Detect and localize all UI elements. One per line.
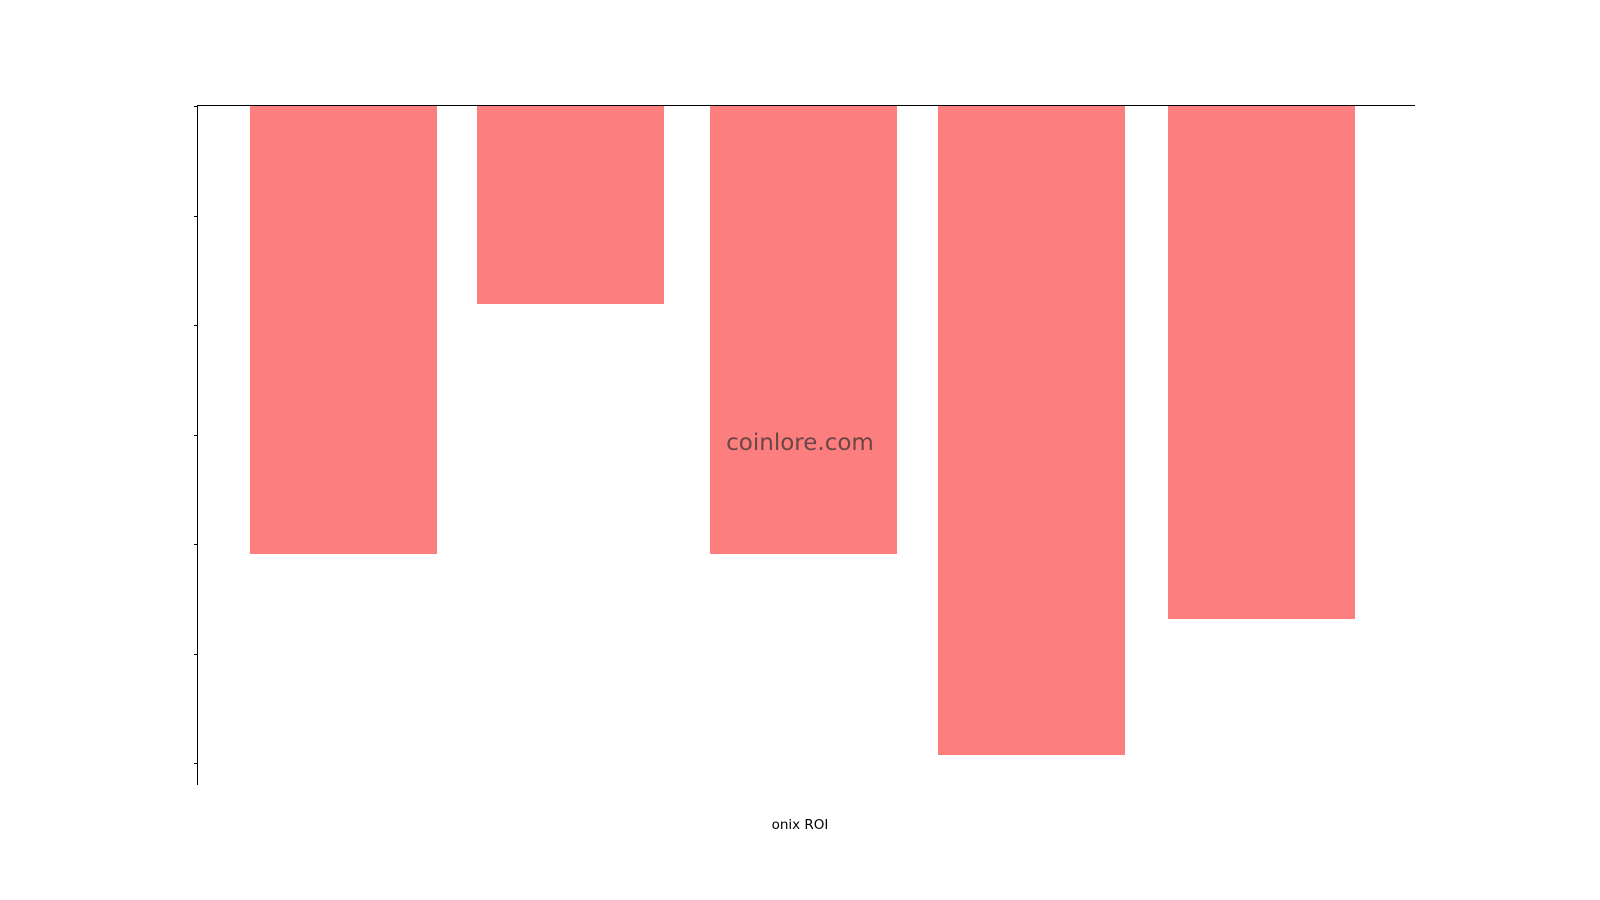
y-axis-tick [194, 215, 198, 217]
bar [1168, 106, 1355, 619]
plot-area: 0−10−20−30−40−50−60 [194, 105, 1415, 785]
bar [938, 106, 1125, 756]
y-axis-tick [194, 763, 198, 765]
bar [250, 106, 437, 554]
zero-baseline-axis [197, 105, 1415, 106]
y-axis-spine [197, 106, 198, 785]
y-axis-tick [194, 106, 198, 107]
y-axis-tick [194, 434, 198, 436]
bar [710, 106, 897, 554]
y-axis-tick [194, 325, 198, 327]
y-axis-tick [194, 653, 198, 655]
x-axis-label: onix ROI [771, 817, 829, 833]
bar [477, 106, 664, 305]
y-axis-tick [194, 544, 198, 546]
